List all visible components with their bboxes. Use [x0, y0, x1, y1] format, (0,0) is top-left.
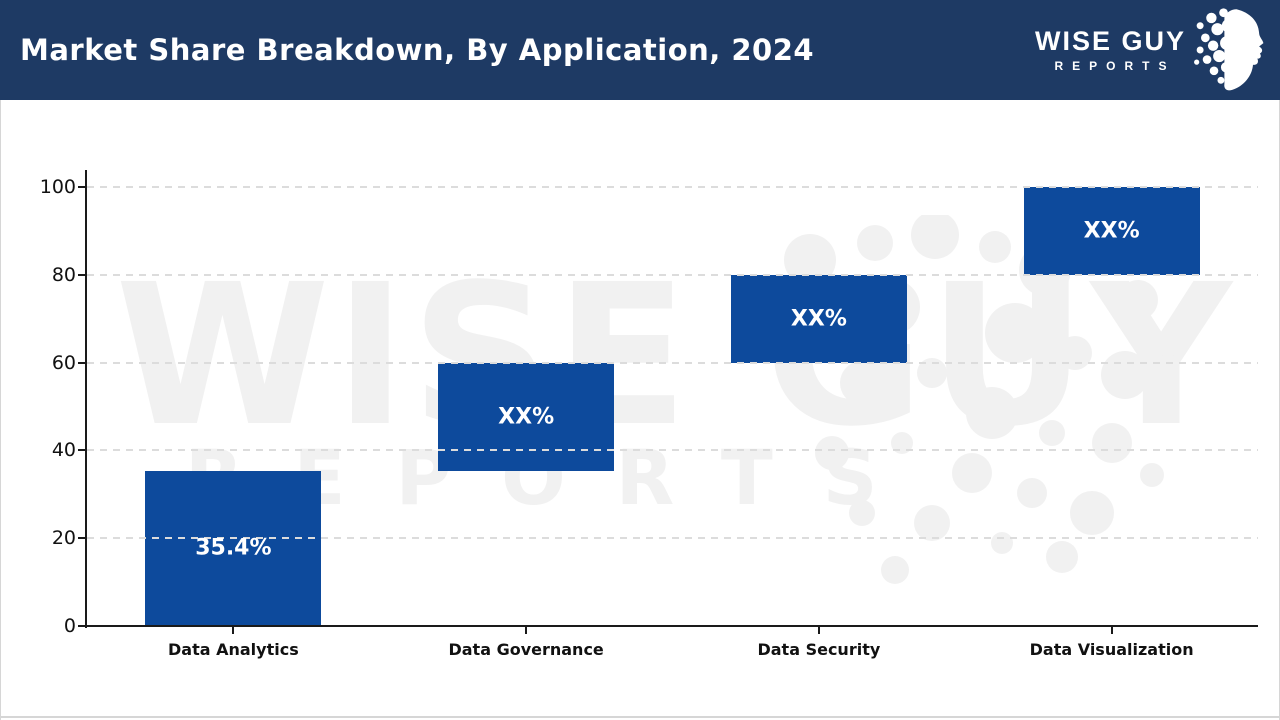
bar-data-analytics [145, 470, 322, 626]
y-tick-label: 0 [63, 615, 76, 637]
bar-value-label: XX% [790, 306, 847, 332]
bar-data-visualization [1023, 187, 1200, 275]
y-tick-mark [78, 273, 87, 276]
x-axis-category-label: Data Governance [448, 640, 604, 659]
page-border-left [0, 100, 1, 720]
x-axis-category-label: Data Analytics [168, 640, 299, 659]
gridline-20 [87, 537, 1258, 540]
y-axis-line [85, 170, 87, 628]
logo-head-icon [1194, 8, 1264, 91]
y-tick-label: 20 [51, 527, 76, 550]
page-border-bottom [0, 716, 1280, 718]
x-tick-mark [817, 627, 820, 634]
gridline-40 [87, 449, 1258, 452]
x-tick-mark [1110, 627, 1113, 634]
bar-data-governance [438, 362, 615, 471]
logo-subtitle: REPORTS [1054, 58, 1176, 73]
y-tick-mark [78, 186, 87, 188]
x-tick-mark [232, 627, 235, 634]
y-tick-mark [78, 449, 87, 452]
x-axis-line [85, 625, 1258, 627]
x-tick-mark [525, 627, 528, 634]
logo-wordmark: WISE GUY [1034, 25, 1186, 56]
x-axis-category-label: Data Security [757, 640, 881, 659]
bar-value-label: 35.4% [195, 535, 272, 561]
y-tick-label: 80 [51, 263, 76, 286]
x-axis-category-label: Data Visualization [1029, 640, 1194, 659]
bar-data-security [730, 274, 907, 363]
y-tick-label: 60 [51, 351, 76, 374]
y-tick-mark [78, 361, 87, 364]
logo-text: WISE GUY REPORTS [1034, 25, 1186, 73]
gridline-60 [87, 361, 1258, 364]
y-tick-label: 40 [51, 439, 76, 462]
y-tick-mark [78, 625, 87, 627]
bar-value-label: XX% [1083, 218, 1140, 244]
wise-guy-logo: WISE GUY REPORTS [1035, 6, 1266, 94]
y-tick-mark [78, 537, 87, 540]
gridline-80 [87, 273, 1258, 276]
header: Market Share Breakdown, By Application, … [0, 0, 1280, 100]
gridline-100 [87, 186, 1258, 188]
y-tick-label: 100 [39, 176, 76, 198]
bar-value-label: XX% [498, 404, 555, 430]
page-title: Market Share Breakdown, By Application, … [20, 33, 815, 67]
